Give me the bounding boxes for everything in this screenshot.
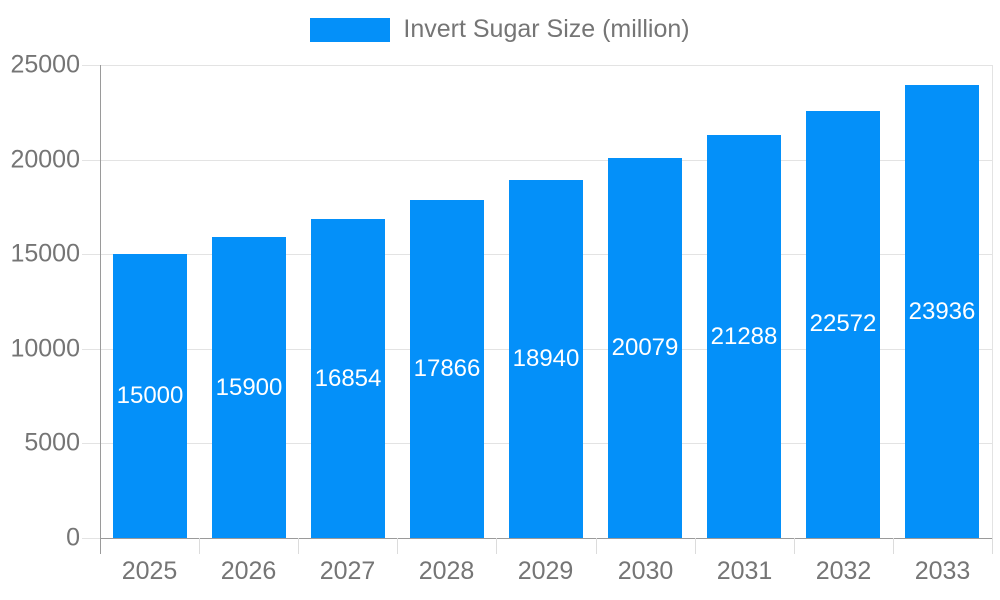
bar-2033[interactable]: 23936 [905, 85, 979, 538]
bar-2027[interactable]: 16854 [311, 219, 385, 538]
y-axis-tick-25000 [82, 65, 100, 66]
gridline-y-20000 [100, 159, 992, 161]
bar-value-label: 22572 [809, 310, 877, 338]
gridline-y-25000 [100, 65, 992, 66]
gridline-y-0 [100, 538, 992, 539]
bar-value-label: 17866 [413, 354, 481, 382]
x-axis-tick-7 [794, 538, 795, 554]
x-axis-label-2027: 2027 [319, 557, 376, 585]
legend-item[interactable]: Invert Sugar Size (million) [0, 17, 1000, 42]
y-axis-tick-15000 [82, 254, 100, 256]
y-axis-tick-20000 [82, 159, 100, 161]
x-axis-tick-2 [298, 538, 299, 554]
x-axis-tick-4 [496, 538, 497, 554]
y-axis-tick-10000 [82, 348, 100, 350]
plot-right-border [992, 65, 993, 538]
y-axis-label-25000: 25000 [10, 50, 80, 79]
x-axis-tick-1 [199, 538, 200, 554]
y-axis-label-20000: 20000 [10, 145, 80, 174]
x-axis-label-2030: 2030 [617, 557, 674, 585]
bar-2031[interactable]: 21288 [707, 135, 781, 538]
y-axis-line [100, 65, 101, 554]
y-axis-label-15000: 15000 [10, 239, 80, 268]
bar-value-label: 20079 [611, 334, 679, 362]
x-axis-label-2026: 2026 [220, 557, 277, 585]
bar-2028[interactable]: 17866 [410, 199, 484, 538]
x-axis-tick-6 [695, 538, 696, 554]
bar-2032[interactable]: 22572 [806, 110, 880, 538]
bar-2026[interactable]: 15900 [212, 237, 286, 538]
bar-value-label: 23936 [908, 297, 976, 325]
bar-2030[interactable]: 20079 [608, 158, 682, 538]
y-axis-label-5000: 5000 [24, 428, 80, 457]
legend-label: Invert Sugar Size (million) [403, 15, 690, 43]
x-axis-tick-8 [893, 538, 894, 554]
bar-value-label: 15000 [116, 382, 184, 410]
x-axis-label-2025: 2025 [121, 557, 178, 585]
y-axis-tick-5000 [82, 443, 100, 445]
y-axis-tick-0 [82, 538, 100, 539]
bar-value-label: 15900 [215, 373, 283, 401]
bar-value-label: 21288 [710, 322, 778, 350]
y-axis-label-10000: 10000 [10, 334, 80, 363]
bar-value-label: 16854 [314, 364, 382, 392]
bar-value-label: 18940 [512, 344, 580, 372]
bar-2025[interactable]: 15000 [113, 254, 187, 538]
x-axis-label-2032: 2032 [815, 557, 872, 585]
legend-swatch [310, 17, 391, 42]
x-axis-tick-5 [596, 538, 597, 554]
x-axis-label-2029: 2029 [517, 557, 574, 585]
y-axis-label-0: 0 [66, 523, 80, 552]
x-axis-label-2033: 2033 [914, 557, 971, 585]
x-axis-tick-9 [992, 538, 993, 554]
x-axis-tick-3 [397, 538, 398, 554]
bar-2029[interactable]: 18940 [509, 179, 583, 538]
x-axis-label-2028: 2028 [418, 557, 475, 585]
x-axis-label-2031: 2031 [716, 557, 773, 585]
